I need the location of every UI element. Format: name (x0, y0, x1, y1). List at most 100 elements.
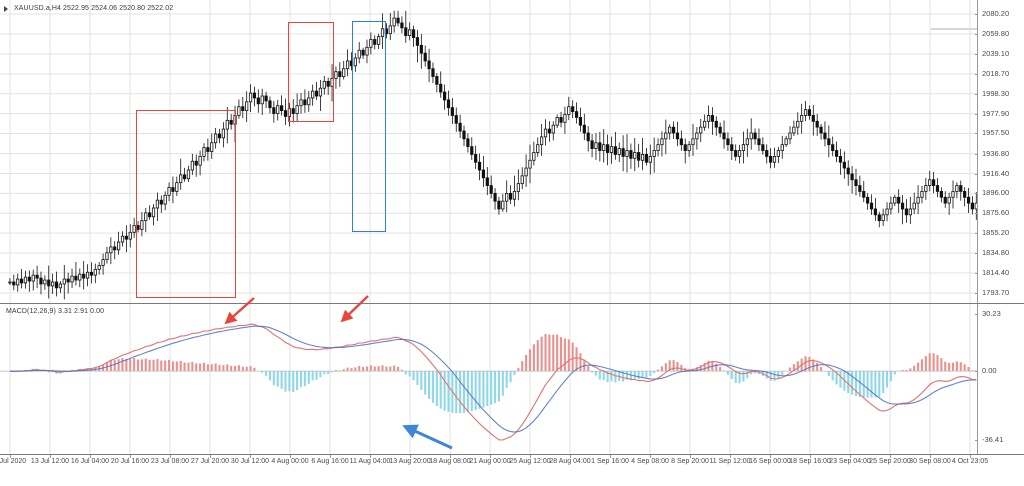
price-axis-label: 1855.20 (982, 228, 1010, 238)
time-axis-label: 25 Sep 20:00 (869, 458, 911, 465)
time-axis-tick (770, 455, 771, 458)
time-axis-tick (410, 455, 411, 458)
time-axis-tick (650, 455, 651, 458)
price-axis-tick (975, 213, 978, 215)
price-axis-tick (975, 233, 978, 235)
price-plot-area[interactable] (0, 0, 978, 303)
time-axis-label: 16 Jul 04:00 (70, 458, 110, 465)
time-axis-label: 30 Sep 08:00 (909, 458, 951, 465)
macd-divergence-arrow-2 (340, 295, 369, 323)
price-axis-tick (975, 133, 978, 135)
time-axis-tick (930, 455, 931, 458)
time-axis-tick (330, 455, 331, 458)
price-axis-tick (975, 272, 978, 274)
time-axis-tick (210, 455, 211, 458)
price-axis-label: 1977.90 (982, 108, 1010, 118)
time-axis-tick (530, 455, 531, 458)
time-axis-label: 18 Sep 16:00 (789, 458, 831, 465)
symbol-header: XAUUSD.a,H4 2522.95 2524.06 2520.80 2522… (14, 5, 174, 12)
price-axis-tick (975, 173, 978, 175)
price-chart-panel[interactable]: 2080.20 2059.80 2039.10 2018.70 1998.30 1977.… (0, 0, 1024, 304)
price-axis-tick (975, 113, 978, 115)
time-axis-label: 18 Aug 08:00 (429, 458, 471, 465)
price-axis-label: 1957.50 (982, 128, 1010, 138)
time-axis-label: 13 Aug 20:00 (389, 458, 431, 465)
time-axis-tick (890, 455, 891, 458)
time-axis-tick (10, 455, 11, 458)
price-axis-tick (975, 14, 978, 15)
macd-axis-tick (975, 440, 978, 441)
time-axis-label: 1 Sep 16:00 (591, 458, 629, 465)
price-axis-label: 2080.20 (982, 9, 1010, 18)
time-axis-tick (490, 455, 491, 458)
price-axis-label: 1916.40 (982, 168, 1010, 178)
macd-plot-area[interactable] (0, 304, 978, 454)
time-axis-label: 27 Jul 20:00 (190, 458, 230, 465)
time-axis-tick (810, 455, 811, 458)
price-axis-tick (975, 193, 978, 195)
price-axis-label: 1814.40 (982, 267, 1010, 277)
macd-header: MACD(12,26,9) 3.31 2.91 0.00 (6, 308, 105, 315)
time-axis-label: 16 Sep 00:00 (749, 458, 791, 465)
price-axis-tick (975, 93, 978, 95)
peak-highlight-box (288, 22, 334, 122)
selloff-highlight-box (352, 21, 386, 232)
macd-axis-label: 30.23 (982, 309, 1001, 318)
time-axis-label: 11 Sep 12:00 (709, 458, 751, 465)
time-axis-tick (250, 455, 251, 458)
macd-axis-label: -36.41 (982, 435, 1004, 444)
price-axis-label: 2039.10 (982, 49, 1010, 59)
time-axis-tick (370, 455, 371, 458)
price-axis-tick (975, 293, 978, 294)
time-axis-label: 13 Jul 12:00 (30, 458, 70, 465)
macd-indicator-panel[interactable]: 30.23 0.00 -36.41 (0, 304, 1024, 455)
time-axis-tick (730, 455, 731, 458)
macd-series (0, 304, 978, 454)
price-axis-label: 1896.00 (982, 188, 1010, 198)
price-axis[interactable]: 2080.20 2059.80 2039.10 2018.70 1998.30 1977.… (975, 0, 1024, 303)
macd-axis-tick (975, 314, 978, 315)
time-axis-tick (690, 455, 691, 458)
time-axis-tick (50, 455, 51, 458)
time-axis-tick (290, 455, 291, 458)
time-axis-label: 25 Aug 12:00 (509, 458, 551, 465)
time-axis-label: 30 Jul 12:00 (230, 458, 270, 465)
price-axis-label: 2018.70 (982, 68, 1010, 78)
time-axis-label: 23 Jul 08:00 (150, 458, 190, 465)
time-axis-tick (130, 455, 131, 458)
axis-scroll-handle[interactable] (931, 28, 977, 30)
time-axis-label: 9 Jul 2020 (0, 458, 27, 465)
price-axis-label: 1793.70 (982, 288, 1010, 297)
time-axis-tick (570, 455, 571, 458)
time-axis-label: 6 Aug 16:00 (311, 458, 349, 465)
time-axis-label: 4 Aug 00:00 (271, 458, 309, 465)
time-axis-label: 20 Jul 16:00 (110, 458, 150, 465)
time-axis-label: 4 Oct 23:05 (951, 458, 989, 465)
macd-divergence-arrow-1 (224, 297, 255, 325)
time-axis-tick (170, 455, 171, 458)
price-axis-tick (975, 33, 978, 35)
macd-axis-label: 0.00 (982, 366, 997, 376)
time-axis-label: 11 Aug 04:00 (349, 458, 391, 465)
symbol-marker-icon (4, 6, 8, 12)
price-axis-tick (975, 73, 978, 75)
time-axis-label: 4 Sep 08:00 (631, 458, 669, 465)
time-axis-tick (450, 455, 451, 458)
price-axis-label: 1834.80 (982, 247, 1010, 257)
time-axis-tick (90, 455, 91, 458)
uptrend-highlight-box (136, 110, 236, 298)
price-axis-label: 1936.80 (982, 148, 1010, 158)
price-axis-tick (975, 153, 978, 155)
time-axis-label: 28 Aug 04:00 (549, 458, 591, 465)
price-candles (0, 0, 978, 303)
price-axis-tick (975, 252, 978, 254)
price-axis-label: 1998.30 (982, 88, 1010, 98)
macd-axis[interactable]: 30.23 0.00 -36.41 (975, 304, 1024, 454)
price-axis-label: 2059.80 (982, 28, 1010, 38)
time-axis-label: 8 Sep 20:00 (671, 458, 709, 465)
time-axis-tick (970, 455, 971, 458)
time-axis-tick (610, 455, 611, 458)
price-axis-label: 1875.60 (982, 208, 1010, 218)
price-axis-tick (975, 54, 978, 56)
